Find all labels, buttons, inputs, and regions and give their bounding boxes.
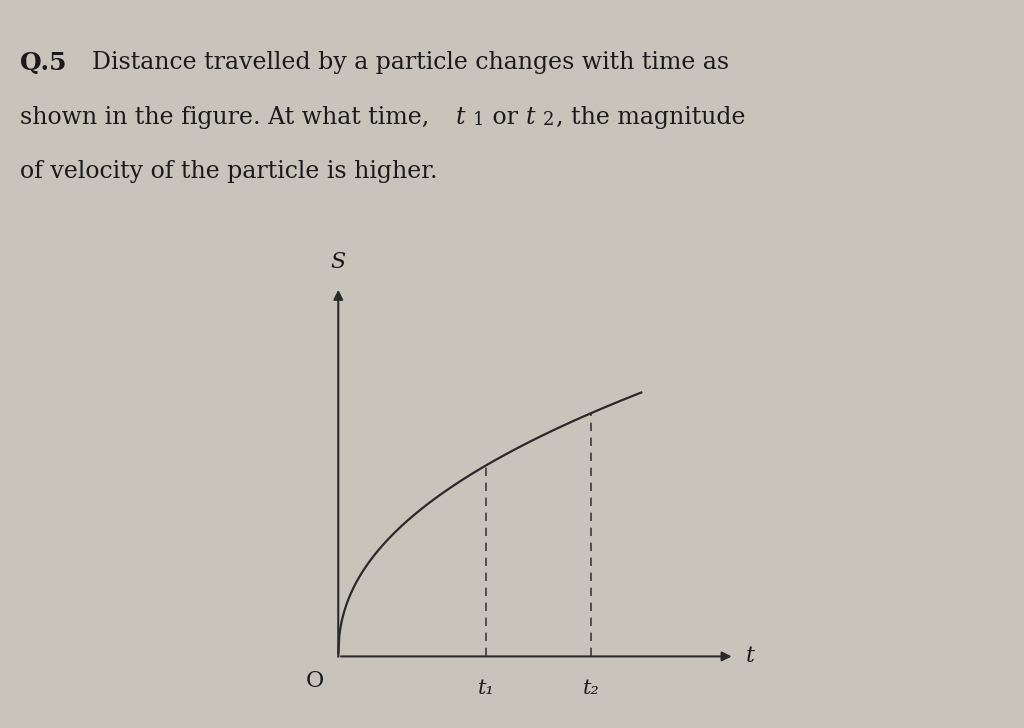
Text: t₁: t₁	[477, 679, 495, 698]
Text: Distance travelled by a particle changes with time as: Distance travelled by a particle changes…	[92, 51, 729, 74]
Text: shown in the figure. At what time,: shown in the figure. At what time,	[20, 106, 437, 129]
Text: t₂: t₂	[583, 679, 599, 698]
Text: t: t	[456, 106, 465, 129]
Text: Q.5: Q.5	[20, 51, 67, 75]
Text: S: S	[331, 251, 346, 273]
Text: O: O	[306, 670, 324, 692]
Text: of velocity of the particle is higher.: of velocity of the particle is higher.	[20, 160, 438, 183]
Text: 2: 2	[543, 111, 554, 129]
Text: or: or	[485, 106, 526, 129]
Text: , the magnitude: , the magnitude	[556, 106, 745, 129]
Text: t: t	[745, 646, 755, 668]
Text: t: t	[525, 106, 535, 129]
Text: 1: 1	[473, 111, 484, 129]
